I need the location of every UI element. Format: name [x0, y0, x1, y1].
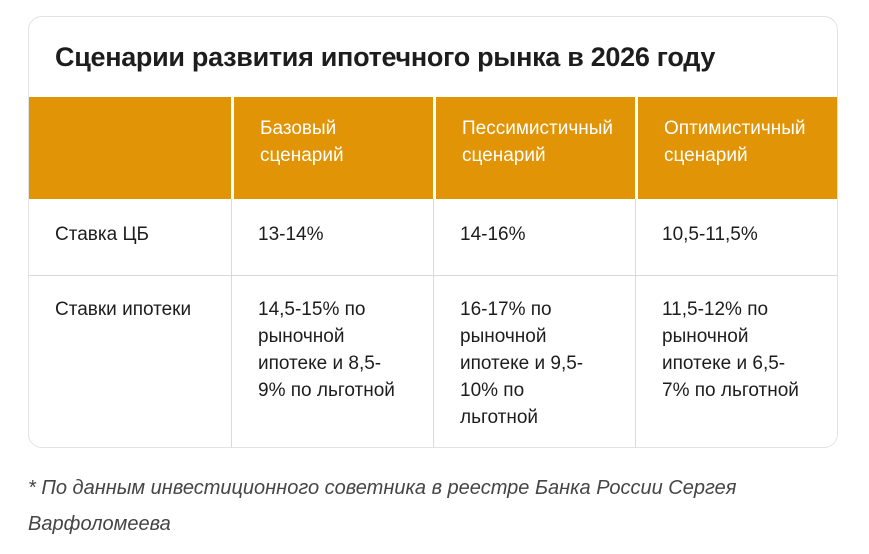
header-cell-optimistic-scenario: Оптимистичный сценарий: [635, 97, 837, 199]
cell-mortgage-rates-base: 14,5-15% по рыночной ипотеке и 8,5- 9% п…: [231, 275, 433, 447]
cell-cb-rate-optimistic: 10,5-11,5%: [635, 199, 837, 275]
header-cell-empty: [29, 97, 231, 199]
header-cell-base-scenario: Базовый сценарий: [231, 97, 433, 199]
scenario-card: Сценарии развития ипотечного рынка в 202…: [28, 16, 838, 448]
cell-cb-rate-base: 13-14%: [231, 199, 433, 275]
table-header-row: Базовый сценарий Пессимистичный сценарий…: [29, 97, 837, 199]
row-label-mortgage-rates: Ставки ипотеки: [29, 275, 231, 447]
header-cell-pessimistic-scenario: Пессимистичный сценарий: [433, 97, 635, 199]
footnote: * По данным инвестиционного советника в …: [28, 477, 737, 535]
scenario-table: Базовый сценарий Пессимистичный сценарий…: [29, 97, 837, 447]
table-row-cb-rate: Ставка ЦБ 13-14% 14-16% 10,5-11,5%: [29, 199, 837, 275]
cell-cb-rate-pessimistic: 14-16%: [433, 199, 635, 275]
cell-mortgage-rates-pessimistic: 16-17% по рыночной ипотеке и 9,5- 10% по…: [433, 275, 635, 447]
cell-mortgage-rates-optimistic: 11,5-12% по рыночной ипотеке и 6,5- 7% п…: [635, 275, 837, 447]
table-row-mortgage-rates: Ставки ипотеки 14,5-15% по рыночной ипот…: [29, 275, 837, 447]
page-title: Сценарии развития ипотечного рынка в 202…: [55, 41, 716, 72]
row-label-cb-rate: Ставка ЦБ: [29, 199, 231, 275]
